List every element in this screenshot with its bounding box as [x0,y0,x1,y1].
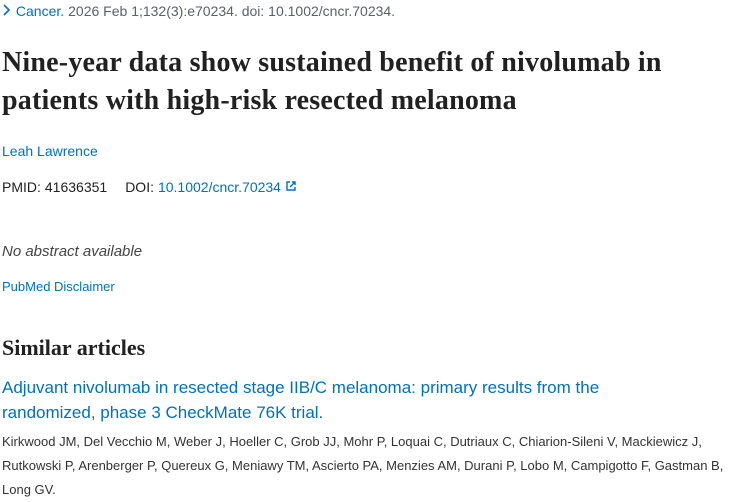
external-link-icon [286,181,296,191]
doi-link[interactable]: 10.1002/cncr.70234 [157,179,281,195]
chevron-icon [3,4,11,16]
citation-details: 2026 Feb 1;132(3):e70234. doi: 10.1002/c… [68,3,396,19]
pmid-label: PMID: [2,179,41,195]
similar-article-authors: Kirkwood JM, Del Vecchio M, Weber J, Hoe… [2,434,724,497]
abstract-note: No abstract available [2,243,143,260]
disclaimer: PubMed Disclaimer [2,279,747,294]
article-title: Nine-year data show sustained benefit of… [2,47,662,116]
doi-label: DOI: [125,179,154,195]
citation: Cancer. 2026 Feb 1;132(3):e70234. doi: 10… [2,3,747,19]
author: Leah Lawrence [2,143,747,159]
similar-heading: Similar articles [2,335,146,360]
author-link[interactable]: Leah Lawrence [2,143,98,159]
pmid: 41636351 [44,179,108,195]
disclaimer-link[interactable]: PubMed Disclaimer [2,279,115,294]
journal-link[interactable]: Cancer. [15,3,65,19]
similar-article-title[interactable]: Adjuvant nivolumab in resected stage IIB… [2,378,600,422]
similar-article: Adjuvant nivolumab in resected stage IIB… [2,375,692,425]
identifiers: PMID: 41636351 DOI: 10.1002/cncr.70234 [2,179,747,195]
